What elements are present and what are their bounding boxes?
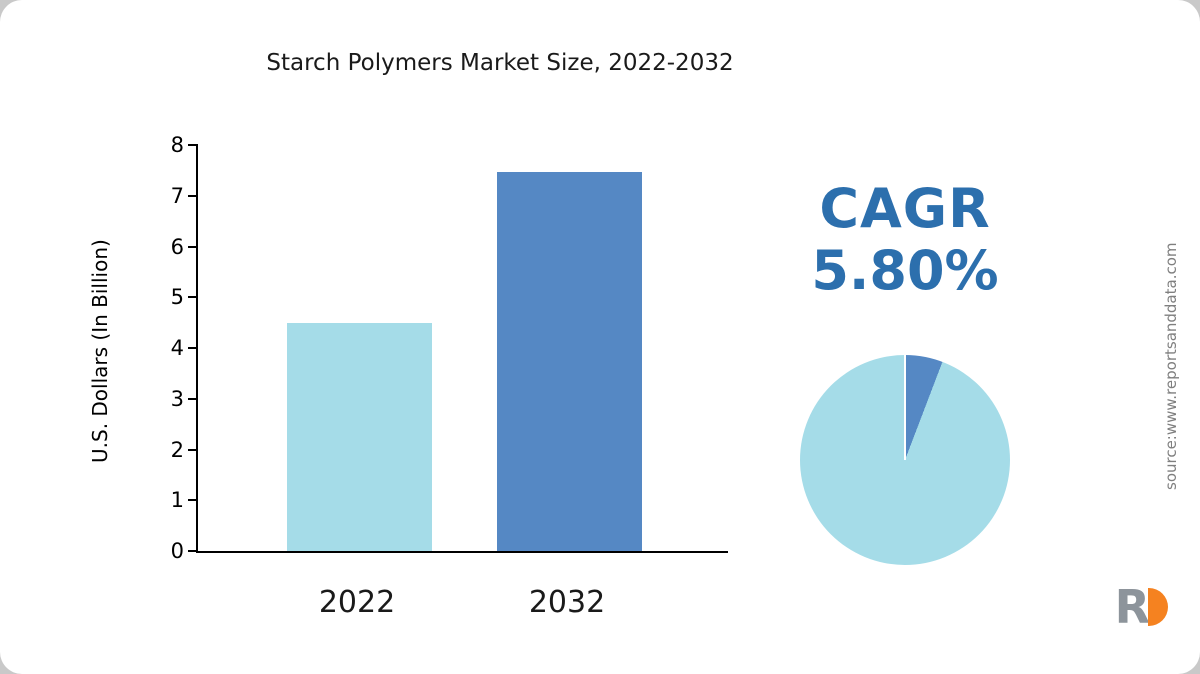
pie-slice-divider [904, 355, 906, 460]
chart-title: Starch Polymers Market Size, 2022-2032 [266, 50, 734, 76]
cagr-label: CAGR [819, 177, 991, 240]
y-tick-mark [188, 245, 198, 248]
y-tick-label: 7 [170, 183, 184, 208]
y-tick-label: 8 [170, 133, 184, 157]
y-tick-mark [188, 296, 198, 299]
x-axis-category-label: 2022 [318, 585, 396, 620]
y-tick-label: 6 [170, 234, 184, 259]
y-tick-mark [188, 347, 198, 349]
cagr-block: CAGR 5.80% [775, 177, 1035, 303]
logo-letter-r: R [1114, 580, 1150, 634]
y-tick-label: 4 [170, 336, 184, 360]
y-tick-mark [188, 144, 198, 146]
source-attribution: source:www.reportsanddata.com [1162, 242, 1180, 491]
y-tick-mark [188, 397, 198, 400]
y-tick-mark [188, 499, 198, 502]
plot-area: 0 1 2 3 4 5 6 7 8 [171, 133, 728, 563]
y-tick-label: 3 [170, 386, 184, 411]
y-tick-label: 1 [170, 488, 184, 513]
cagr-value: 5.80% [811, 239, 999, 303]
y-tick-mark [188, 194, 198, 197]
y-axis-label: U.S. Dollars (In Billion) [88, 239, 112, 463]
x-axis-category-label: 2032 [528, 585, 606, 620]
y-tick-label: 0 [170, 539, 184, 563]
logo-d-icon [1148, 588, 1168, 626]
bar [497, 171, 642, 551]
y-tick-label: 2 [170, 437, 184, 462]
brand-logo: R [1115, 584, 1168, 630]
cagr-pie [800, 355, 1010, 565]
y-tick-mark [188, 448, 198, 451]
y-tick-label: 5 [170, 285, 184, 310]
bar [287, 322, 432, 551]
y-tick-mark [188, 550, 198, 552]
